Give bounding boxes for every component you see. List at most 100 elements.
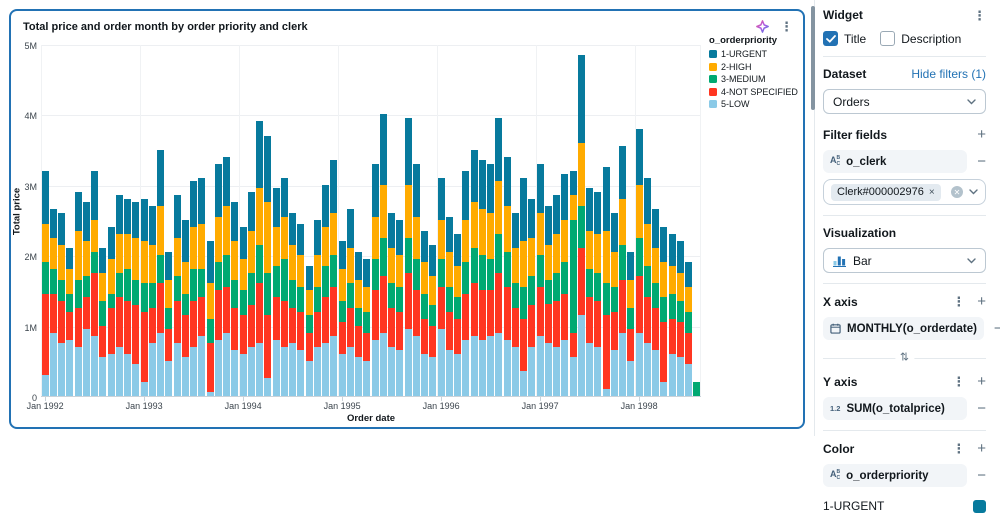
bar-segment[interactable] [635, 237, 643, 277]
bar-segment[interactable] [99, 325, 107, 358]
bar-segment[interactable] [445, 251, 453, 287]
bar-segment[interactable] [198, 336, 206, 396]
add-y-axis-field-button[interactable]: + [977, 373, 986, 390]
stacked-bar[interactable] [214, 163, 222, 396]
bar-segment[interactable] [41, 293, 49, 375]
bar-segment[interactable] [346, 308, 354, 347]
bar-segment[interactable] [256, 343, 264, 396]
stacked-bar[interactable] [503, 156, 511, 396]
bar-segment[interactable] [264, 315, 272, 379]
stacked-bar[interactable] [338, 241, 346, 396]
bar-segment[interactable] [305, 315, 313, 333]
bar-segment[interactable] [58, 244, 66, 280]
bar-segment[interactable] [214, 290, 222, 340]
bar-segment[interactable] [363, 286, 371, 312]
legend-item[interactable]: 3-MEDIUM [709, 74, 798, 84]
bar-segment[interactable] [478, 290, 486, 340]
stacked-bar[interactable] [206, 241, 214, 396]
stacked-bar[interactable] [437, 177, 445, 396]
stacked-bar[interactable] [355, 251, 363, 396]
legend-item[interactable]: 4-NOT SPECIFIED [709, 87, 798, 97]
bar-segment[interactable] [289, 343, 297, 396]
bar-segment[interactable] [586, 230, 594, 270]
bar-segment[interactable] [577, 315, 585, 396]
bar-segment[interactable] [256, 121, 264, 189]
stacked-bar[interactable] [264, 135, 272, 396]
bar-segment[interactable] [355, 357, 363, 396]
stacked-bar[interactable] [140, 198, 148, 396]
stacked-bar[interactable] [643, 177, 651, 396]
bar-segment[interactable] [157, 283, 165, 333]
stacked-bar[interactable] [74, 191, 82, 396]
stacked-bar[interactable] [602, 167, 610, 396]
bar-segment[interactable] [528, 198, 536, 238]
bar-segment[interactable] [569, 357, 577, 396]
bar-segment[interactable] [157, 149, 165, 206]
bar-segment[interactable] [313, 311, 321, 347]
bar-segment[interactable] [454, 265, 462, 298]
bar-segment[interactable] [346, 346, 354, 396]
bar-segment[interactable] [660, 262, 668, 298]
bar-segment[interactable] [247, 304, 255, 347]
bar-segment[interactable] [289, 244, 297, 280]
bar-segment[interactable] [363, 332, 371, 361]
stacked-bar[interactable] [280, 177, 288, 396]
stacked-bar[interactable] [421, 230, 429, 396]
bar-segment[interactable] [223, 205, 231, 256]
bar-segment[interactable] [619, 332, 627, 396]
bar-segment[interactable] [297, 286, 305, 312]
stacked-bar[interactable] [652, 209, 660, 396]
bar-segment[interactable] [586, 269, 594, 298]
stacked-bar[interactable] [536, 163, 544, 396]
bar-segment[interactable] [511, 213, 519, 249]
bar-segment[interactable] [198, 269, 206, 298]
bar-segment[interactable] [346, 209, 354, 249]
bar-segment[interactable] [561, 174, 569, 221]
stacked-bar[interactable] [363, 258, 371, 396]
bar-segment[interactable] [503, 286, 511, 340]
stacked-bar[interactable] [82, 202, 90, 396]
bar-segment[interactable] [355, 279, 363, 309]
bar-segment[interactable] [577, 54, 585, 143]
panel-scrollbar[interactable] [811, 6, 815, 110]
bar-segment[interactable] [503, 205, 511, 252]
bar-segment[interactable] [313, 255, 321, 287]
bar-segment[interactable] [660, 297, 668, 323]
stacked-bar[interactable] [132, 202, 140, 396]
stacked-bar[interactable] [388, 213, 396, 396]
bar-segment[interactable] [462, 170, 470, 221]
bar-segment[interactable] [660, 227, 668, 263]
bar-segment[interactable] [602, 315, 610, 389]
bar-segment[interactable] [91, 251, 99, 273]
bar-segment[interactable] [685, 332, 693, 365]
stacked-bar[interactable] [297, 223, 305, 396]
stacked-bar[interactable] [528, 198, 536, 396]
bar-segment[interactable] [511, 308, 519, 347]
bar-segment[interactable] [668, 234, 676, 266]
stacked-bar[interactable] [313, 220, 321, 396]
bar-segment[interactable] [371, 339, 379, 396]
bar-segment[interactable] [132, 237, 140, 280]
bar-segment[interactable] [544, 279, 552, 305]
bar-segment[interactable] [553, 195, 561, 235]
bar-segment[interactable] [536, 286, 544, 337]
bar-segment[interactable] [610, 350, 618, 396]
bar-segment[interactable] [412, 216, 420, 259]
bar-segment[interactable] [421, 262, 429, 294]
bar-segment[interactable] [652, 308, 660, 351]
bar-segment[interactable] [520, 371, 528, 396]
bar-segment[interactable] [214, 163, 222, 217]
stacked-bar[interactable] [454, 234, 462, 396]
stacked-bar[interactable] [148, 205, 156, 396]
bar-segment[interactable] [536, 163, 544, 213]
bar-segment[interactable] [371, 216, 379, 259]
bar-segment[interactable] [404, 117, 412, 185]
bar-segment[interactable] [503, 156, 511, 206]
bar-segment[interactable] [643, 177, 651, 224]
bar-segment[interactable] [652, 209, 660, 249]
bar-segment[interactable] [99, 357, 107, 396]
bar-segment[interactable] [173, 343, 181, 396]
bar-segment[interactable] [305, 332, 313, 361]
bar-segment[interactable] [190, 300, 198, 347]
bar-segment[interactable] [379, 114, 387, 185]
